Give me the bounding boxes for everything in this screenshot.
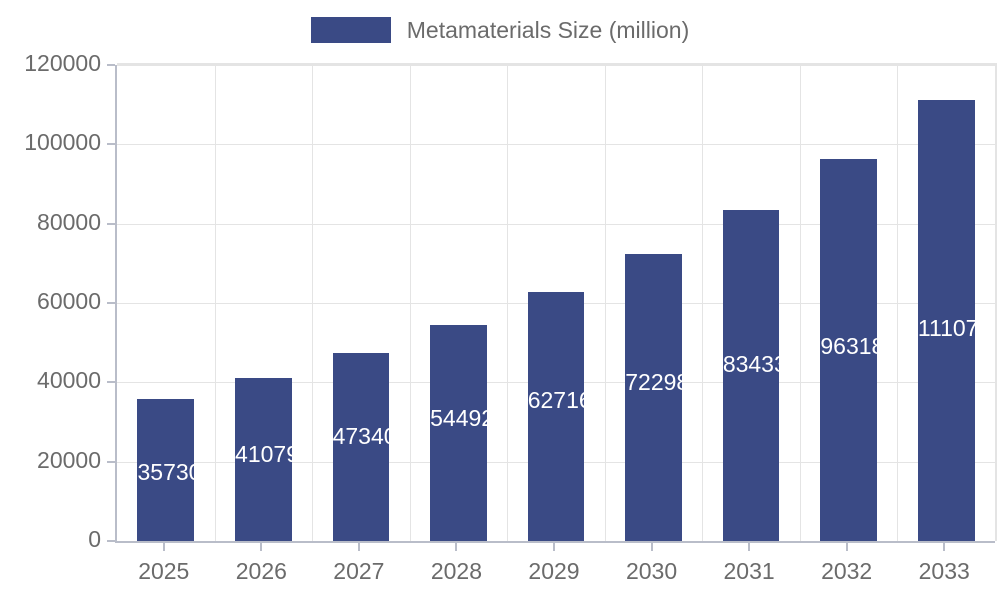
- bar[interactable]: [332, 353, 390, 541]
- x-axis-tick-mark: [162, 543, 165, 551]
- y-axis-tick-mark: [107, 143, 115, 146]
- y-axis-tick-mark: [107, 64, 115, 66]
- bar[interactable]: [722, 210, 780, 541]
- x-axis-tick-label: 2025: [138, 558, 190, 584]
- bar-value-label: 35730.0: [137, 461, 194, 484]
- bar-value-label: 54492.05: [430, 407, 487, 430]
- y-axis-tick-label: 0: [88, 526, 101, 552]
- legend-swatch-metamaterials-size: [310, 17, 391, 43]
- bar[interactable]: [137, 399, 195, 541]
- bar-value-label: 41079.5: [235, 443, 292, 466]
- y-axis-tick-mark: [107, 540, 115, 542]
- gridline-vertical: [507, 65, 508, 541]
- x-axis-tick-mark: [455, 543, 458, 551]
- x-axis-tick-label: 2028: [430, 558, 483, 584]
- bar-value-label: 96318.74: [820, 335, 877, 358]
- x-axis-tick-label: 2031: [723, 558, 775, 584]
- bar[interactable]: [625, 254, 682, 541]
- x-axis-tick-label: 2032: [821, 558, 873, 584]
- plot-border-top: [117, 63, 995, 65]
- bar[interactable]: [235, 378, 292, 541]
- x-axis-tick-mark: [650, 543, 653, 551]
- bar[interactable]: [820, 158, 877, 541]
- plot-area: 35730.0 41079.5 47340.92 54492.05 62716.46 72…: [115, 63, 997, 543]
- chart-legend: Metamaterials Size (million): [0, 10, 1000, 50]
- x-axis-tick-mark: [845, 543, 848, 551]
- gridline-horizontal: [117, 144, 995, 146]
- bar-value-label: 111071.5: [917, 317, 975, 340]
- bar-value-label: 83433.6: [722, 353, 780, 376]
- y-axis-tick-mark: [107, 460, 115, 463]
- x-axis-tick-label: 2027: [333, 558, 385, 584]
- bar[interactable]: [430, 324, 487, 541]
- x-axis-tick-mark: [748, 543, 751, 551]
- x-axis-tick-label: 2030: [625, 558, 678, 584]
- bar-value-label: 62716.46: [527, 389, 585, 412]
- y-axis-tick-label: 40000: [37, 367, 101, 394]
- bar[interactable]: [917, 100, 975, 541]
- y-axis-tick-label: 80000: [37, 208, 101, 235]
- y-axis-tick-mark: [107, 381, 115, 384]
- gridline-vertical: [605, 65, 606, 541]
- y-axis-tick-mark: [107, 222, 115, 225]
- x-axis-tick-mark: [260, 543, 263, 551]
- y-axis-tick-mark: [107, 302, 115, 304]
- legend-label-metamaterials-size: Metamaterials Size (million): [406, 16, 690, 43]
- x-axis-tick-mark: [357, 543, 360, 551]
- bar[interactable]: [527, 292, 585, 541]
- y-axis-tick-label: 100000: [24, 129, 101, 156]
- x-axis-tick-mark: [553, 543, 555, 551]
- gridline-horizontal: [117, 223, 995, 225]
- gridline-horizontal: [117, 65, 995, 66]
- gridline-vertical: [215, 65, 216, 541]
- x-axis-tick-mark: [943, 543, 946, 551]
- y-axis-tick-label: 60000: [37, 288, 101, 314]
- y-axis-tick-label: 20000: [37, 446, 101, 473]
- x-axis-tick-label: 2033: [918, 558, 970, 584]
- x-axis-tick-label: 2029: [528, 558, 580, 584]
- gridline-vertical: [312, 65, 313, 541]
- plot-border-right: [995, 63, 997, 541]
- y-axis-tick-label: 120000: [24, 50, 101, 76]
- gridline-vertical: [800, 65, 801, 541]
- gridline-vertical: [410, 65, 411, 541]
- gridline-vertical: [702, 65, 703, 541]
- x-axis-tick-label: 2026: [235, 558, 287, 584]
- bar-value-label: 47340.92: [332, 425, 390, 448]
- gridline-vertical: [897, 65, 898, 541]
